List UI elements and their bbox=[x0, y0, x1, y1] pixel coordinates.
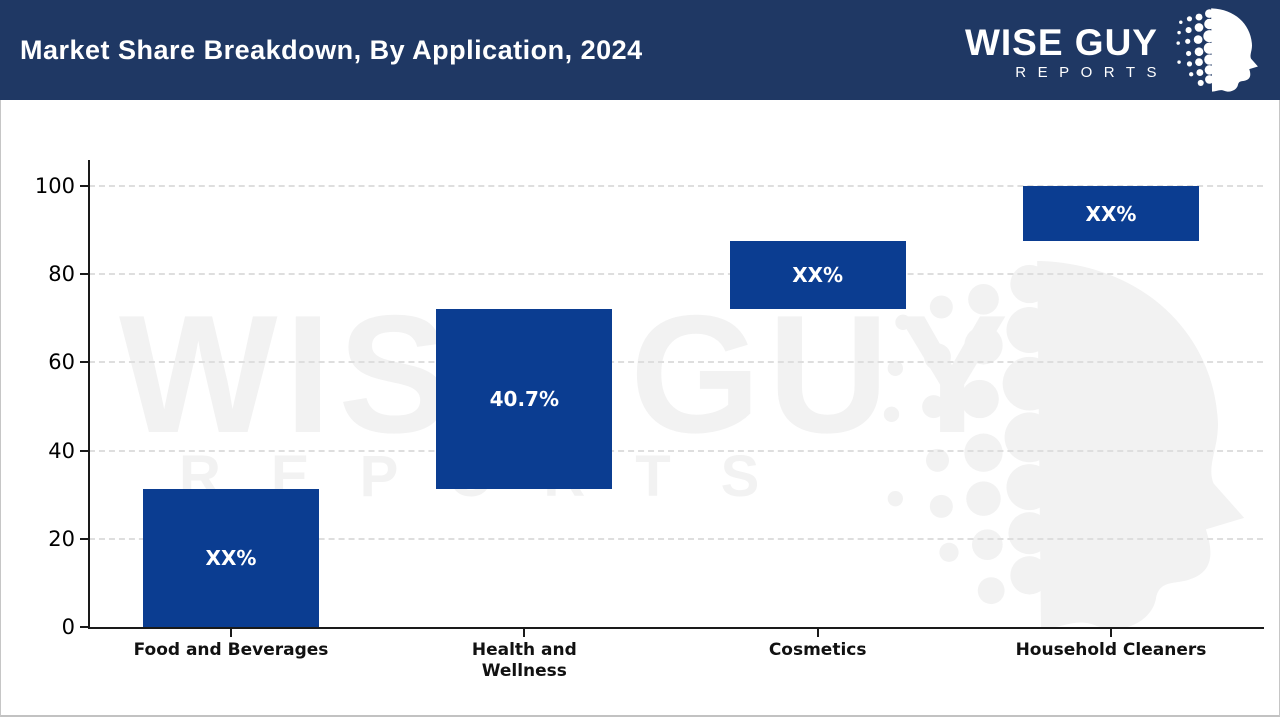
x-tick-mark bbox=[230, 629, 232, 637]
gridline-60 bbox=[89, 361, 1263, 364]
y-tick-mark-100 bbox=[80, 185, 89, 187]
bar-value-label: XX% bbox=[792, 263, 844, 288]
y-tick-label-80: 80 bbox=[48, 262, 75, 287]
dotted-face-icon bbox=[1160, 6, 1264, 94]
bar-value-label: XX% bbox=[1085, 201, 1137, 226]
bar-segment: XX% bbox=[1022, 186, 1199, 242]
bar-segment: 40.7% bbox=[436, 309, 613, 489]
bar-segment: XX% bbox=[729, 241, 906, 310]
bar-value-label: 40.7% bbox=[489, 386, 560, 411]
brand-name: WISE GUY bbox=[964, 21, 1158, 63]
y-tick-label-40: 40 bbox=[48, 438, 75, 463]
category-label: Food and Beverages bbox=[133, 640, 329, 660]
brand-subname: REPORTS bbox=[1015, 63, 1168, 81]
x-axis-line bbox=[88, 627, 1264, 629]
y-tick-label-20: 20 bbox=[48, 526, 75, 551]
y-axis-line bbox=[88, 160, 90, 629]
gridline-80 bbox=[89, 273, 1263, 276]
y-tick-label-60: 60 bbox=[48, 350, 75, 375]
y-tick-label-0: 0 bbox=[61, 615, 75, 639]
gridline-40 bbox=[89, 449, 1263, 452]
category-label: Household Cleaners bbox=[1015, 640, 1207, 660]
y-tick-mark-40 bbox=[80, 449, 89, 452]
y-tick-mark-80 bbox=[80, 273, 89, 276]
y-tick-mark-20 bbox=[80, 537, 89, 540]
category-label: Cosmetics bbox=[768, 640, 867, 660]
gridline-20 bbox=[89, 537, 1263, 540]
category-label: Health and Wellness bbox=[471, 640, 577, 681]
gridline-100 bbox=[89, 185, 1263, 187]
x-tick-mark bbox=[1109, 629, 1112, 637]
y-tick-mark-0 bbox=[80, 626, 89, 628]
y-tick-label-100: 100 bbox=[34, 174, 75, 198]
x-tick-mark bbox=[816, 629, 819, 637]
brand-logo-text: WISE GUY REPORTS bbox=[965, 24, 1158, 81]
bar-value-label: XX% bbox=[205, 545, 257, 570]
plot-area: 0 20 40 60 80 100 XX% Food and Beverages 40.7% He… bbox=[1, 100, 1280, 717]
x-tick-mark bbox=[523, 629, 526, 637]
brand-logo: WISE GUY REPORTS bbox=[965, 6, 1264, 94]
page-title: Market Share Breakdown, By Application, … bbox=[20, 34, 643, 65]
header: Market Share Breakdown, By Application, … bbox=[0, 0, 1280, 100]
bar-segment: XX% bbox=[143, 488, 319, 627]
y-tick-mark-60 bbox=[80, 361, 89, 364]
